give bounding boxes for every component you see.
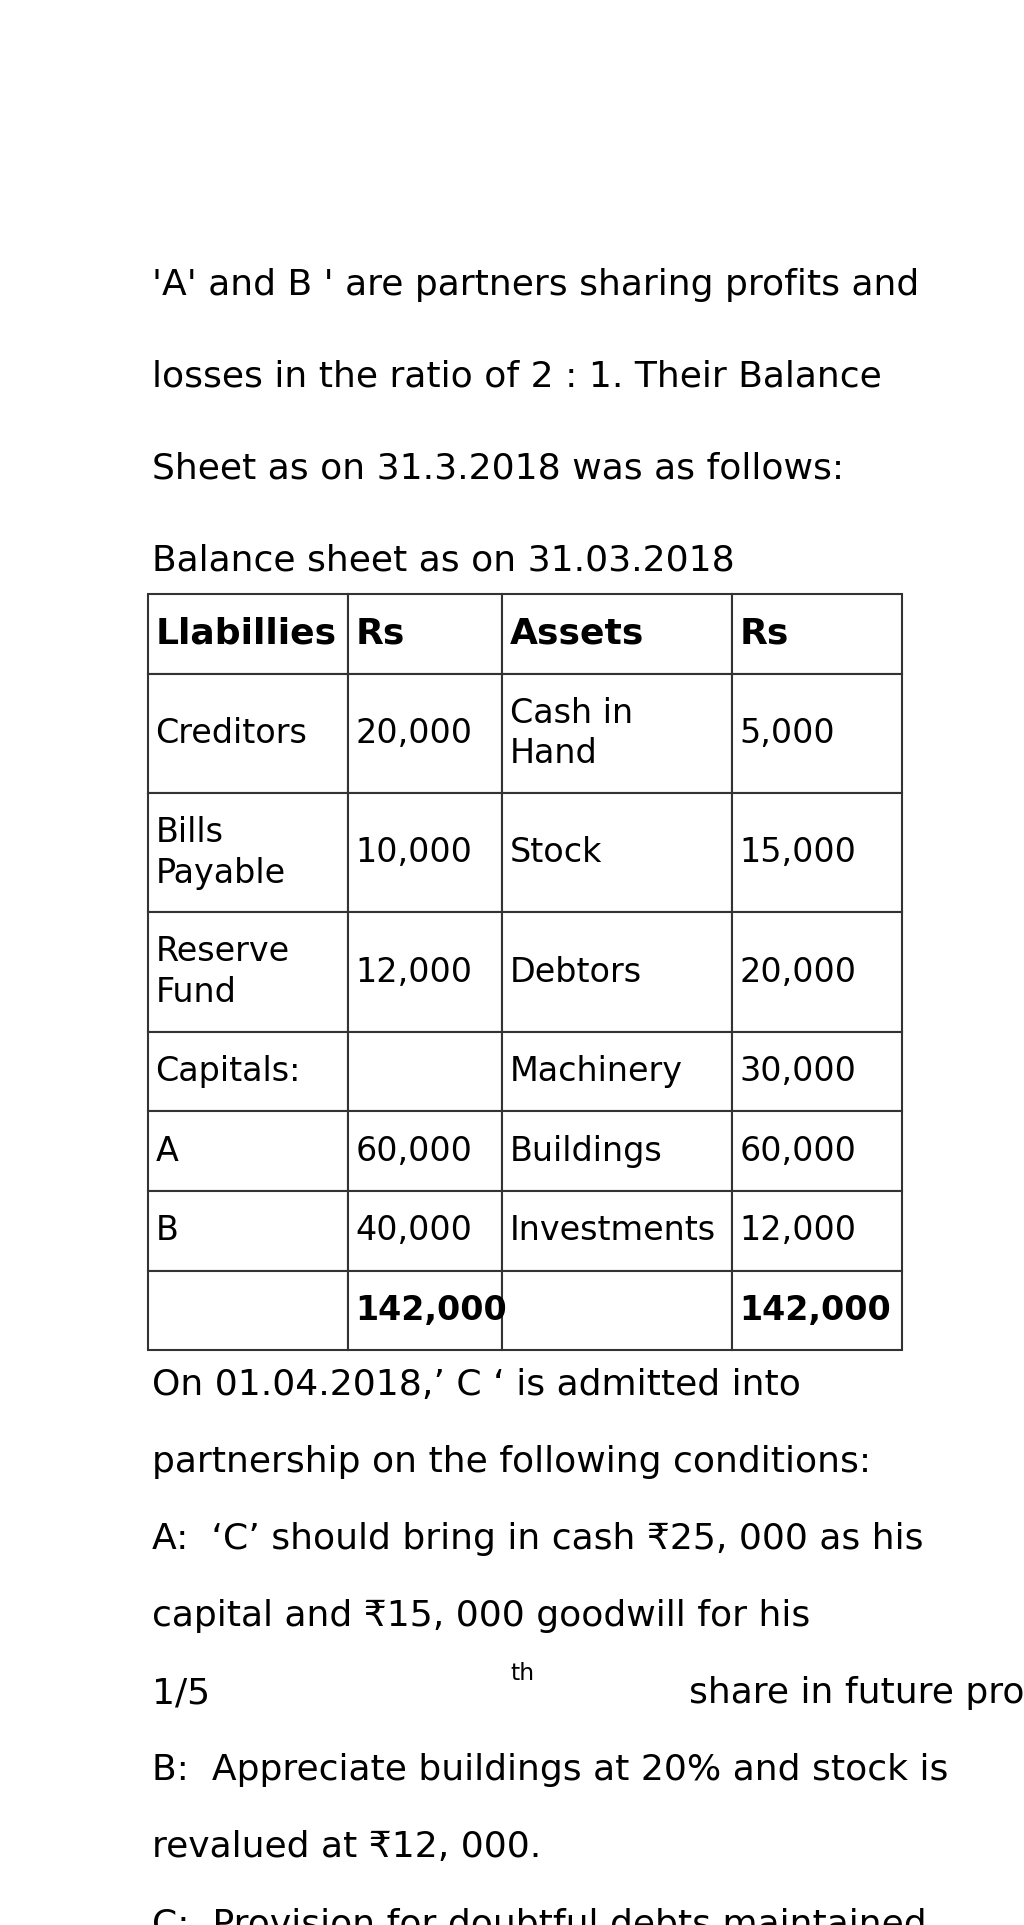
- Text: B: B: [156, 1215, 178, 1247]
- Text: 10,000: 10,000: [355, 835, 472, 870]
- Text: revalued at ₹12, 000.: revalued at ₹12, 000.: [152, 1831, 541, 1863]
- Bar: [147, 1192, 347, 1270]
- Bar: [147, 674, 347, 793]
- Text: capital and ₹15, 000 goodwill for his: capital and ₹15, 000 goodwill for his: [152, 1600, 810, 1632]
- Text: 40,000: 40,000: [355, 1215, 472, 1247]
- Bar: [502, 1192, 732, 1270]
- Bar: [347, 1032, 502, 1111]
- Bar: [732, 595, 902, 674]
- Bar: [502, 912, 732, 1032]
- Bar: [732, 793, 902, 912]
- Bar: [347, 793, 502, 912]
- Text: Cash in
Hand: Cash in Hand: [510, 697, 633, 770]
- Text: Assets: Assets: [510, 616, 644, 651]
- Text: partnership on the following conditions:: partnership on the following conditions:: [152, 1446, 871, 1478]
- Bar: [147, 912, 347, 1032]
- Bar: [502, 595, 732, 674]
- Bar: [147, 595, 347, 674]
- Text: 'A' and B ' are partners sharing profits and: 'A' and B ' are partners sharing profits…: [152, 268, 920, 302]
- Bar: [147, 1032, 347, 1111]
- Bar: [147, 1270, 347, 1349]
- Bar: [732, 1192, 902, 1270]
- Bar: [502, 1270, 732, 1349]
- Bar: [732, 1270, 902, 1349]
- Text: 12,000: 12,000: [355, 955, 472, 989]
- Bar: [732, 674, 902, 793]
- Text: Sheet as on 31.3.2018 was as follows:: Sheet as on 31.3.2018 was as follows:: [152, 452, 844, 485]
- Bar: [502, 793, 732, 912]
- Text: Buildings: Buildings: [510, 1134, 663, 1168]
- Text: Balance sheet as on 31.03.2018: Balance sheet as on 31.03.2018: [152, 543, 734, 578]
- Text: 5,000: 5,000: [739, 716, 836, 751]
- Text: Creditors: Creditors: [156, 716, 307, 751]
- Bar: [147, 1111, 347, 1192]
- Text: 20,000: 20,000: [739, 955, 857, 989]
- Text: Bills
Payable: Bills Payable: [156, 816, 286, 889]
- Bar: [147, 793, 347, 912]
- Text: Debtors: Debtors: [510, 955, 642, 989]
- Text: B:  Appreciate buildings at 20% and stock is: B: Appreciate buildings at 20% and stock…: [152, 1754, 948, 1786]
- Text: th: th: [511, 1663, 535, 1684]
- Text: losses in the ratio of 2 : 1. Their Balance: losses in the ratio of 2 : 1. Their Bala…: [152, 360, 882, 395]
- Text: 20,000: 20,000: [355, 716, 472, 751]
- Text: A:  ‘C’ should bring in cash ₹25, 000 as his: A: ‘C’ should bring in cash ₹25, 000 as …: [152, 1523, 924, 1555]
- Text: 60,000: 60,000: [739, 1134, 856, 1168]
- Text: 142,000: 142,000: [739, 1294, 892, 1326]
- Text: Rs: Rs: [739, 616, 790, 651]
- Text: 60,000: 60,000: [355, 1134, 472, 1168]
- Text: C:  Provision for doubtful debts maintained: C: Provision for doubtful debts maintain…: [152, 1908, 927, 1925]
- Bar: [347, 595, 502, 674]
- Bar: [347, 1111, 502, 1192]
- Text: On 01.04.2018,’ C ‘ is admitted into: On 01.04.2018,’ C ‘ is admitted into: [152, 1369, 801, 1401]
- Bar: [347, 1270, 502, 1349]
- Text: share in future profits.: share in future profits.: [667, 1677, 1024, 1709]
- Bar: [502, 674, 732, 793]
- Bar: [502, 1111, 732, 1192]
- Text: Llabillies: Llabillies: [156, 616, 337, 651]
- Text: Reserve
Fund: Reserve Fund: [156, 936, 290, 1009]
- Bar: [732, 1032, 902, 1111]
- Text: Machinery: Machinery: [510, 1055, 683, 1088]
- Text: Investments: Investments: [510, 1215, 716, 1247]
- Text: A: A: [156, 1134, 178, 1168]
- Bar: [732, 1111, 902, 1192]
- Text: Stock: Stock: [510, 835, 602, 870]
- Bar: [347, 1192, 502, 1270]
- Text: 142,000: 142,000: [355, 1294, 507, 1326]
- Text: 15,000: 15,000: [739, 835, 856, 870]
- Bar: [502, 1032, 732, 1111]
- Text: 30,000: 30,000: [739, 1055, 856, 1088]
- Text: 1/5: 1/5: [152, 1677, 210, 1709]
- Bar: [732, 912, 902, 1032]
- Bar: [347, 674, 502, 793]
- Bar: [347, 912, 502, 1032]
- Text: 12,000: 12,000: [739, 1215, 857, 1247]
- Text: Capitals:: Capitals:: [156, 1055, 301, 1088]
- Text: Rs: Rs: [355, 616, 404, 651]
